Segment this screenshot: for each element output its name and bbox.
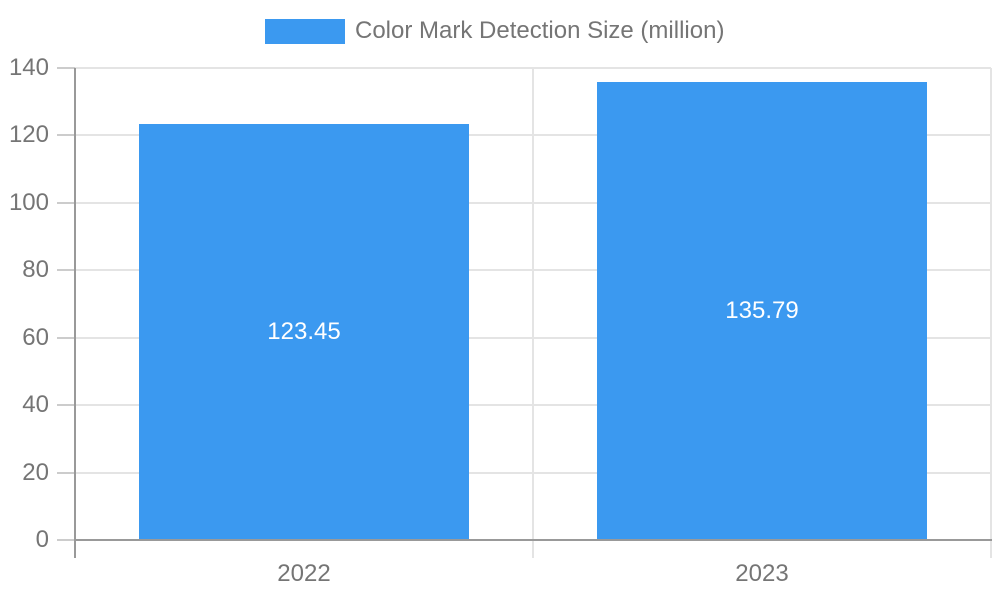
x-tick-label: 2022 (277, 560, 331, 587)
legend-label: Color Mark Detection Size (million) (355, 17, 725, 44)
plot-area: 0 20 40 60 80 100 120 140 123.45 135.79 2022 2023 (9, 55, 992, 587)
x-tick-label: 2023 (735, 560, 789, 587)
y-axis-tick (57, 404, 75, 407)
y-axis-tick (57, 539, 75, 541)
y-axis-tick (57, 336, 75, 339)
y-tick-label: 0 (35, 526, 49, 553)
y-axis-line (74, 68, 76, 558)
y-tick-label: 140 (8, 54, 49, 81)
legend-swatch (265, 18, 345, 44)
y-axis-tick (57, 134, 75, 137)
y-axis-tick (57, 201, 75, 204)
y-tick-label: 120 (8, 121, 49, 149)
bar[interactable] (139, 123, 469, 540)
category-separator (990, 68, 992, 558)
y-tick-label: 60 (22, 323, 49, 351)
legend[interactable]: Color Mark Detection Size (million) (265, 17, 724, 45)
bar[interactable] (597, 82, 927, 540)
y-axis-tick (57, 67, 75, 69)
y-axis-tick (57, 269, 75, 272)
y-tick-label: 80 (22, 256, 49, 284)
x-axis-line (74, 539, 992, 541)
y-tick-label: 40 (22, 391, 49, 419)
y-tick-label: 20 (22, 458, 49, 486)
category-separator (532, 68, 534, 558)
y-tick-label: 100 (8, 188, 49, 216)
y-axis-tick (57, 471, 75, 474)
